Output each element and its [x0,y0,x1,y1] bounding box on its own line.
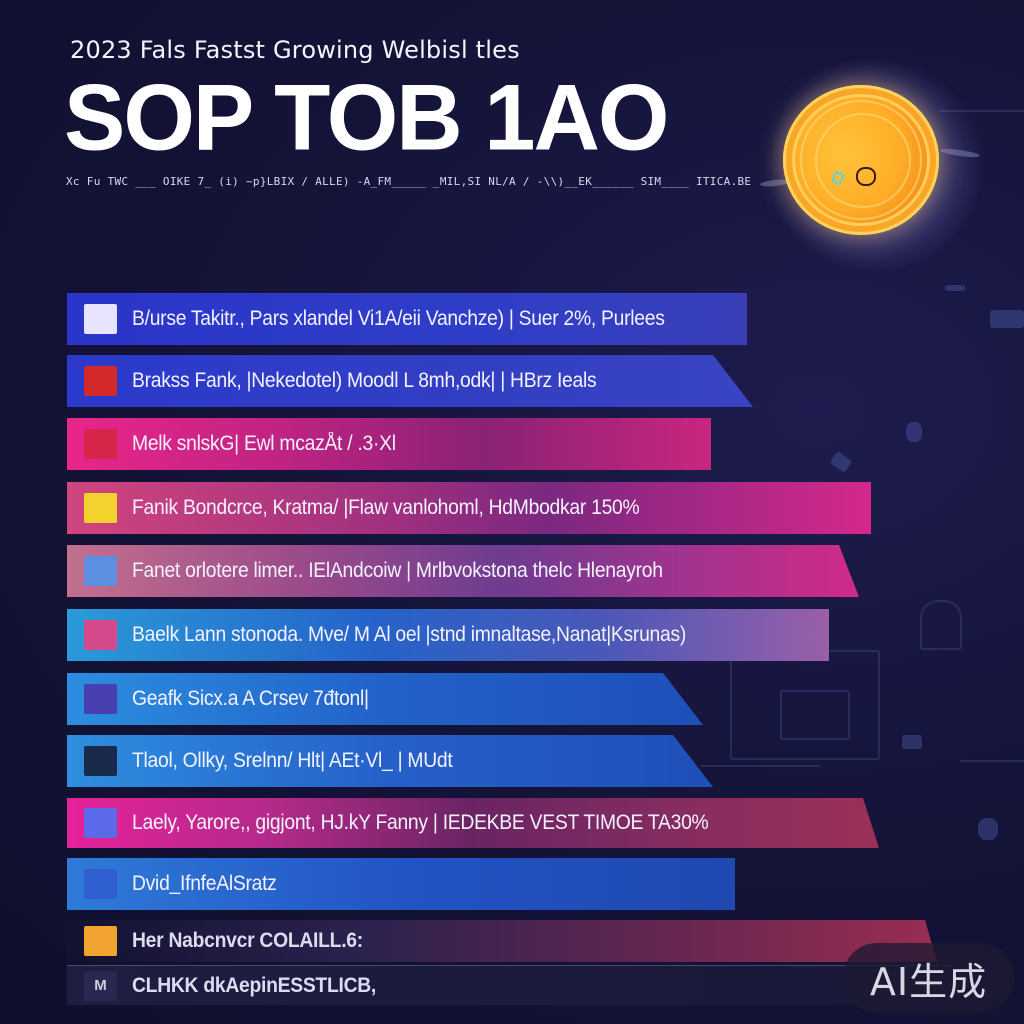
list-item-label: Her Nabcnvcr COLAILL.6: [132,929,363,952]
background-chip-decoration [902,735,922,749]
background-frame-decoration [780,690,850,740]
coin-mark-icon [856,167,876,186]
coin-ring [800,100,922,220]
document-icon [84,304,117,334]
list-item-label: Fanet orlotere limer.. IElAndcoiw | Mrlb… [132,559,663,582]
list-item-label: Tlaol, Ollky, Srelnn/ Hlt| AEt·Vl_ | MUd… [132,749,453,772]
sun-cloud-icon [84,926,117,956]
mk-logo-icon: M [84,970,117,1001]
list-item[interactable]: Her Nabcnvcr COLAILL.6: [67,920,937,962]
star-app-icon [84,684,117,714]
red-flag-icon [84,366,117,396]
background-chip-decoration [978,818,998,840]
list-item[interactable]: B/urse Takitr., Pars xlandel Vi1A/eii Va… [67,293,747,345]
globe-hand-icon [84,869,117,899]
list-item-label: B/urse Takitr., Pars xlandel Vi1A/eii Va… [132,307,665,330]
page-title: SOP TOB 1AO [64,65,669,171]
background-line-decoration [700,765,820,767]
list-item-label: Laely, Yarore,, gigjont, HJ.kY Fanny | I… [132,811,709,834]
app-red-icon [84,429,117,459]
list-item[interactable]: Baelk Lann stonoda. Mve/ M Al oel |stnd … [67,609,829,661]
list-item-label: Melk snlskG| Ewl mcazÅt / .3·Xl [132,432,396,455]
shield-badge-icon [84,620,117,650]
background-chip-decoration [829,451,853,473]
background-frame-decoration [920,600,962,650]
list-item-label: Brakss Fank, |Nekedotel) Moodl L 8mh,odk… [132,369,597,392]
background-chip-decoration [945,285,965,291]
blue-book-icon [84,808,117,838]
list-item[interactable]: Brakss Fank, |Nekedotel) Moodl L 8mh,odk… [67,355,753,407]
background-chip-decoration [906,422,922,442]
list-item-label: Geafk Sicx.a A Crsev 7đtonl| [132,687,369,710]
yellow-tag-icon [84,493,117,523]
list-item[interactable]: Dvid_IfnfeAlSratz [67,858,735,910]
list-item[interactable]: M CLHKK dkAepinESSTLICB, [67,965,951,1005]
list-item[interactable]: Fanet orlotere limer.. IElAndcoiw | Mrlb… [67,545,859,597]
list-item[interactable]: Melk snlskG| Ewl mcazÅt / .3·Xl [67,418,711,470]
list-item[interactable]: Geafk Sicx.a A Crsev 7đtonl| [67,673,703,725]
list-item[interactable]: Fanik Bondcrce, Kratma/ |Flaw vanlohoml,… [67,482,871,534]
list-item[interactable]: Laely, Yarore,, gigjont, HJ.kY Fanny | I… [67,798,879,848]
dashboard-icon [84,746,117,776]
coin-ring [815,113,911,208]
ai-generated-badge: AI生成 [843,943,1014,1013]
list-item-label: CLHKK dkAepinESSTLICB, [132,973,377,997]
image-window-icon [84,556,117,586]
list-item-label: Baelk Lann stonoda. Mve/ M Al oel |stnd … [132,623,687,646]
list-item[interactable]: Tlaol, Ollky, Srelnn/ Hlt| AEt·Vl_ | MUd… [67,735,713,787]
background-line-decoration [940,110,1024,112]
list-item-label: Fanik Bondcrce, Kratma/ |Flaw vanlohoml,… [132,496,640,519]
list-item-label: Dvid_IfnfeAlSratz [132,872,277,895]
tagline: Xc Fu TWC ___ OIKE 7_ (i) ~p}LBIX / ALLE… [66,175,752,188]
subtitle: 2023 Fals Fastst Growing Welbisl tles [70,36,520,64]
background-chip-decoration [990,310,1024,328]
background-line-decoration [960,760,1024,762]
